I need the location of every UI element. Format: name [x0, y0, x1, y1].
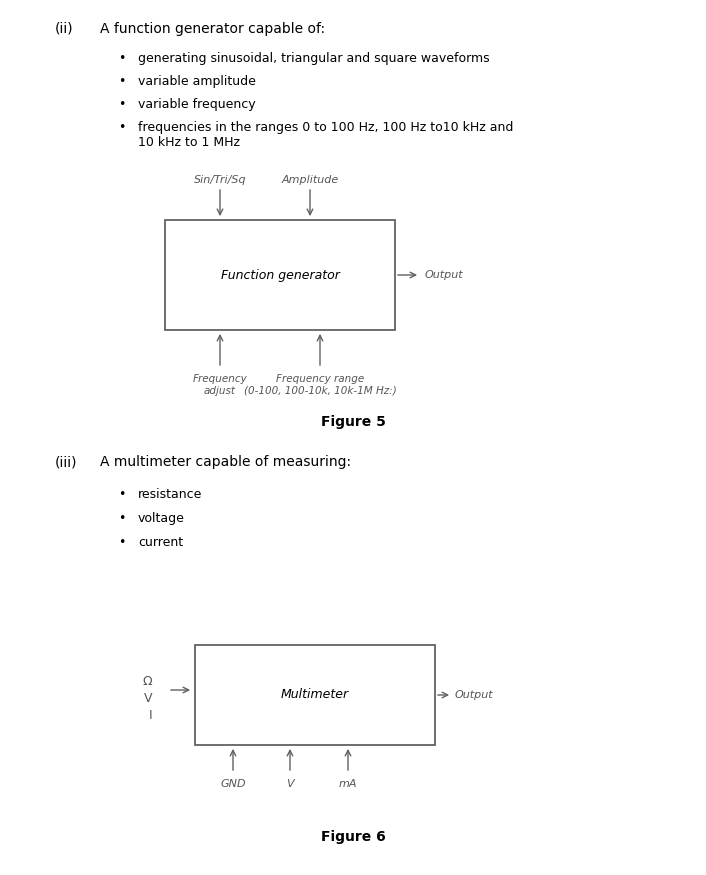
Text: variable frequency: variable frequency — [138, 98, 256, 111]
Text: mA: mA — [339, 779, 357, 789]
Text: A multimeter capable of measuring:: A multimeter capable of measuring: — [100, 455, 351, 469]
Text: Figure 5: Figure 5 — [321, 415, 385, 429]
Text: Output: Output — [455, 690, 493, 700]
Text: •: • — [118, 121, 126, 134]
Text: voltage: voltage — [138, 512, 185, 525]
Text: Frequency range
(0-100, 100-10k, 10k-1M Hz:): Frequency range (0-100, 100-10k, 10k-1M … — [244, 374, 396, 396]
Text: generating sinusoidal, triangular and square waveforms: generating sinusoidal, triangular and sq… — [138, 52, 490, 65]
Text: frequencies in the ranges 0 to 100 Hz, 100 Hz to10 kHz and
10 kHz to 1 MHz: frequencies in the ranges 0 to 100 Hz, 1… — [138, 121, 513, 149]
Text: Sin/Tri/Sq: Sin/Tri/Sq — [193, 175, 246, 185]
Text: Ω
V
I: Ω V I — [143, 675, 152, 722]
Text: (iii): (iii) — [55, 455, 78, 469]
Bar — [195, 645, 435, 745]
Text: •: • — [118, 98, 126, 111]
Text: Figure 6: Figure 6 — [321, 830, 385, 844]
Text: (ii): (ii) — [55, 22, 73, 36]
Text: Amplitude: Amplitude — [282, 175, 339, 185]
Text: variable amplitude: variable amplitude — [138, 75, 256, 88]
Text: •: • — [118, 52, 126, 65]
Text: GND: GND — [220, 779, 246, 789]
Text: current: current — [138, 536, 183, 549]
Bar — [165, 220, 395, 330]
Text: •: • — [118, 488, 126, 501]
Text: Multimeter: Multimeter — [281, 689, 349, 702]
Text: Output: Output — [425, 270, 464, 280]
Text: A function generator capable of:: A function generator capable of: — [100, 22, 325, 36]
Text: •: • — [118, 75, 126, 88]
Text: V: V — [286, 779, 294, 789]
Text: •: • — [118, 536, 126, 549]
Text: resistance: resistance — [138, 488, 203, 501]
Text: Frequency
adjust: Frequency adjust — [193, 374, 247, 396]
Text: •: • — [118, 512, 126, 525]
Text: Function generator: Function generator — [220, 269, 340, 282]
